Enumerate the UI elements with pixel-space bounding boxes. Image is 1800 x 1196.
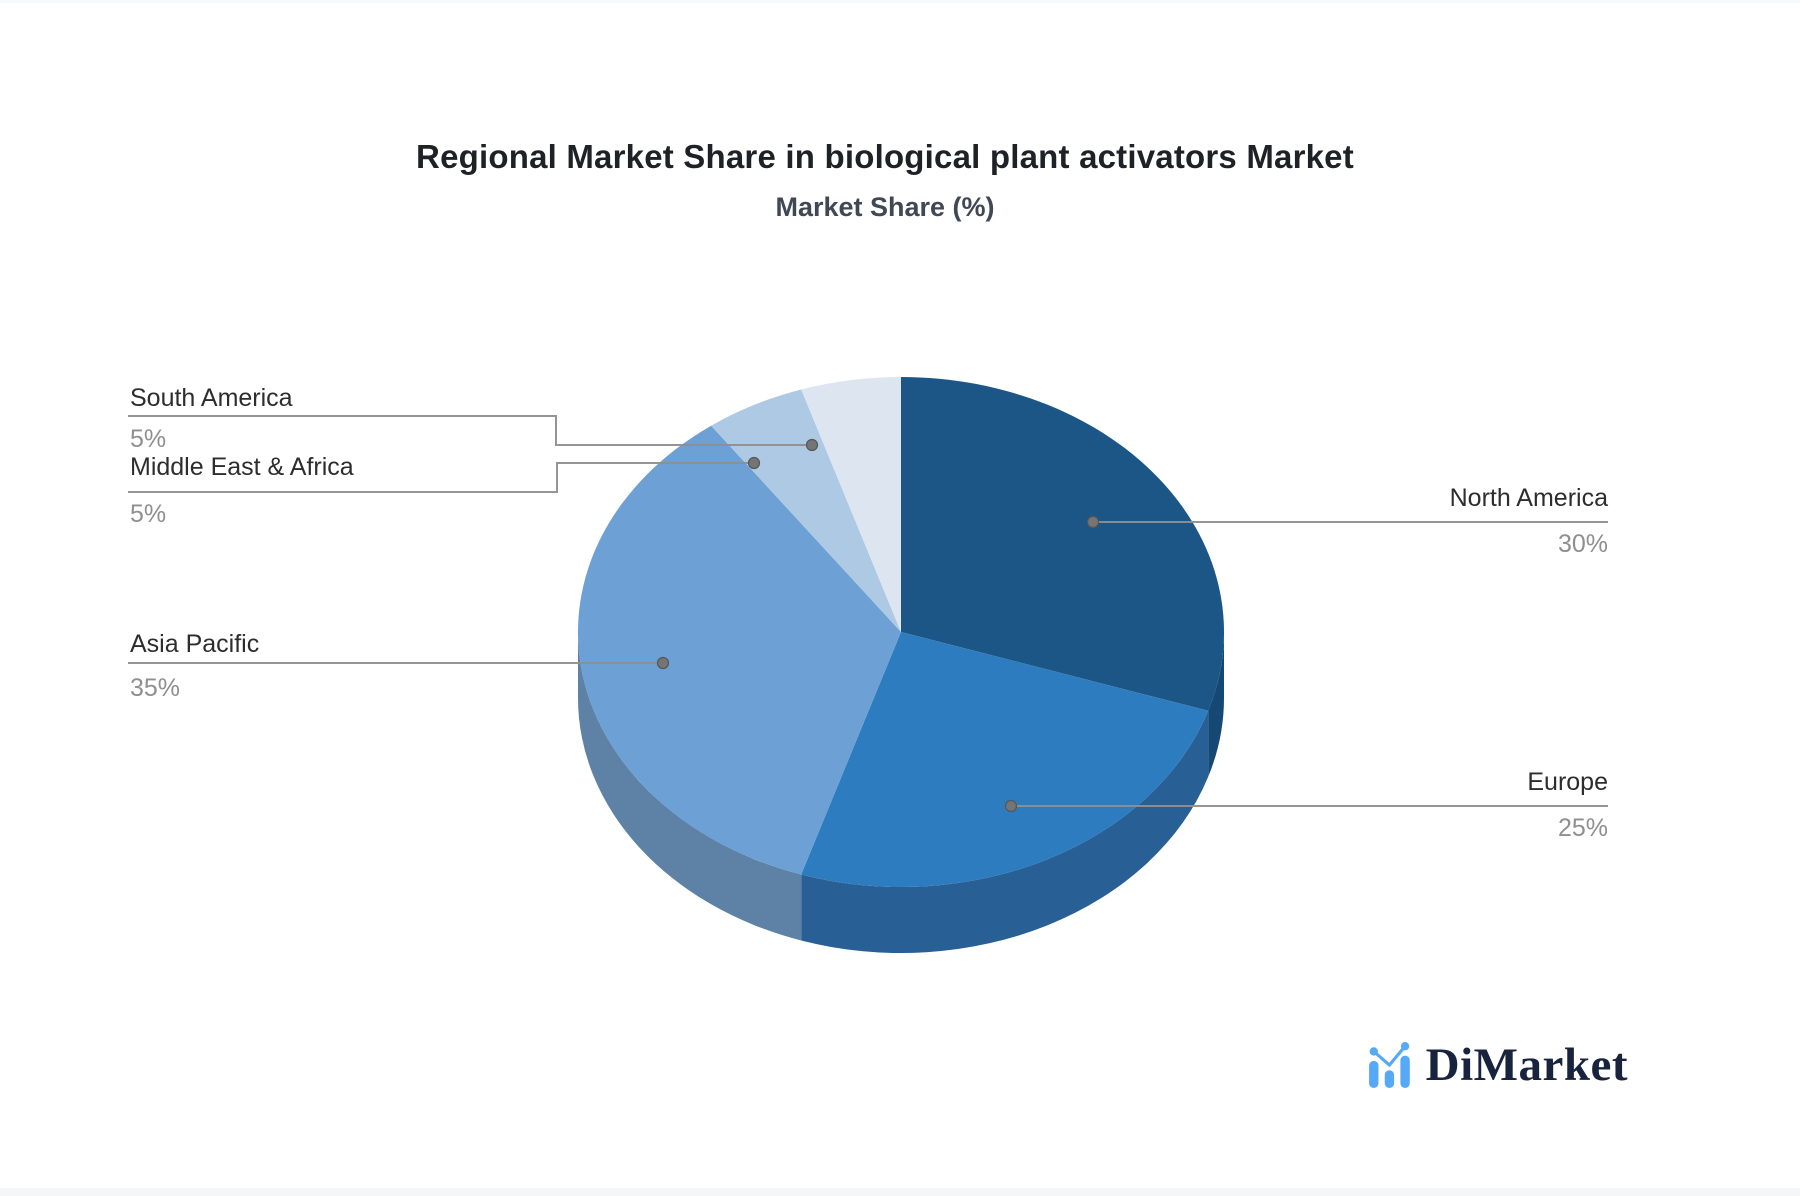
- pie-side-north-america: [1208, 632, 1224, 777]
- pie-slice-north-america: [901, 377, 1224, 711]
- slice-percent-middle-east-africa: 5%: [130, 500, 167, 528]
- logo-dot-right: [1400, 1042, 1409, 1051]
- pie-slice-asia-pacific: [577, 425, 901, 875]
- bottom-edge-strip: [0, 1188, 1800, 1196]
- callout-dot-south-america: [805, 438, 819, 452]
- slice-label-south-america: South America: [130, 384, 293, 412]
- top-edge-strip: [0, 0, 1800, 3]
- pie-slices: [577, 377, 1224, 887]
- logo-zigzag-line: [1372, 1045, 1406, 1068]
- slice-percent-asia-pacific: 35%: [130, 674, 181, 702]
- pie-slice-south-america: [801, 377, 901, 632]
- slice-percent-europe: 25%: [1557, 814, 1608, 842]
- logo-bar-3: [1400, 1055, 1410, 1088]
- pie-slice-middle-east-africa: [711, 389, 901, 632]
- logo-dot-left: [1369, 1047, 1378, 1056]
- logo-bar-1: [1368, 1060, 1379, 1088]
- callout-dot-middle-east-africa: [747, 456, 761, 470]
- pie-side-walls: [578, 632, 1224, 953]
- pie-side-asia-pacific: [578, 632, 802, 941]
- slice-percent-north-america: 30%: [1557, 530, 1608, 558]
- callout-dot-north-america: [1086, 515, 1100, 529]
- chart-subtitle: Market Share (%): [775, 192, 995, 222]
- chart-title: Regional Market Share in biological plan…: [416, 138, 1354, 175]
- slice-percent-south-america: 5%: [130, 425, 167, 453]
- callout-lines: [128, 415, 1608, 813]
- callout-line-south-america: [128, 415, 812, 446]
- slice-label-asia-pacific: Asia Pacific: [130, 630, 260, 658]
- callout-dot-europe: [1004, 799, 1018, 813]
- brand-logo-text: DiMarket: [1425, 1039, 1628, 1091]
- logo-bar-2: [1384, 1070, 1394, 1088]
- brand-logo: DiMarket: [1367, 1038, 1628, 1092]
- callout-dot-asia-pacific: [656, 656, 670, 670]
- dimarket-logo-icon: [1368, 1042, 1410, 1088]
- pie-slice-europe: [801, 632, 1209, 887]
- slice-label-middle-east-africa: Middle East & Africa: [130, 453, 354, 481]
- slice-label-north-america: North America: [1449, 484, 1608, 512]
- callout-line-middle-east-africa: [128, 462, 754, 493]
- slice-label-europe: Europe: [1527, 768, 1608, 796]
- pie-side-europe: [801, 710, 1209, 953]
